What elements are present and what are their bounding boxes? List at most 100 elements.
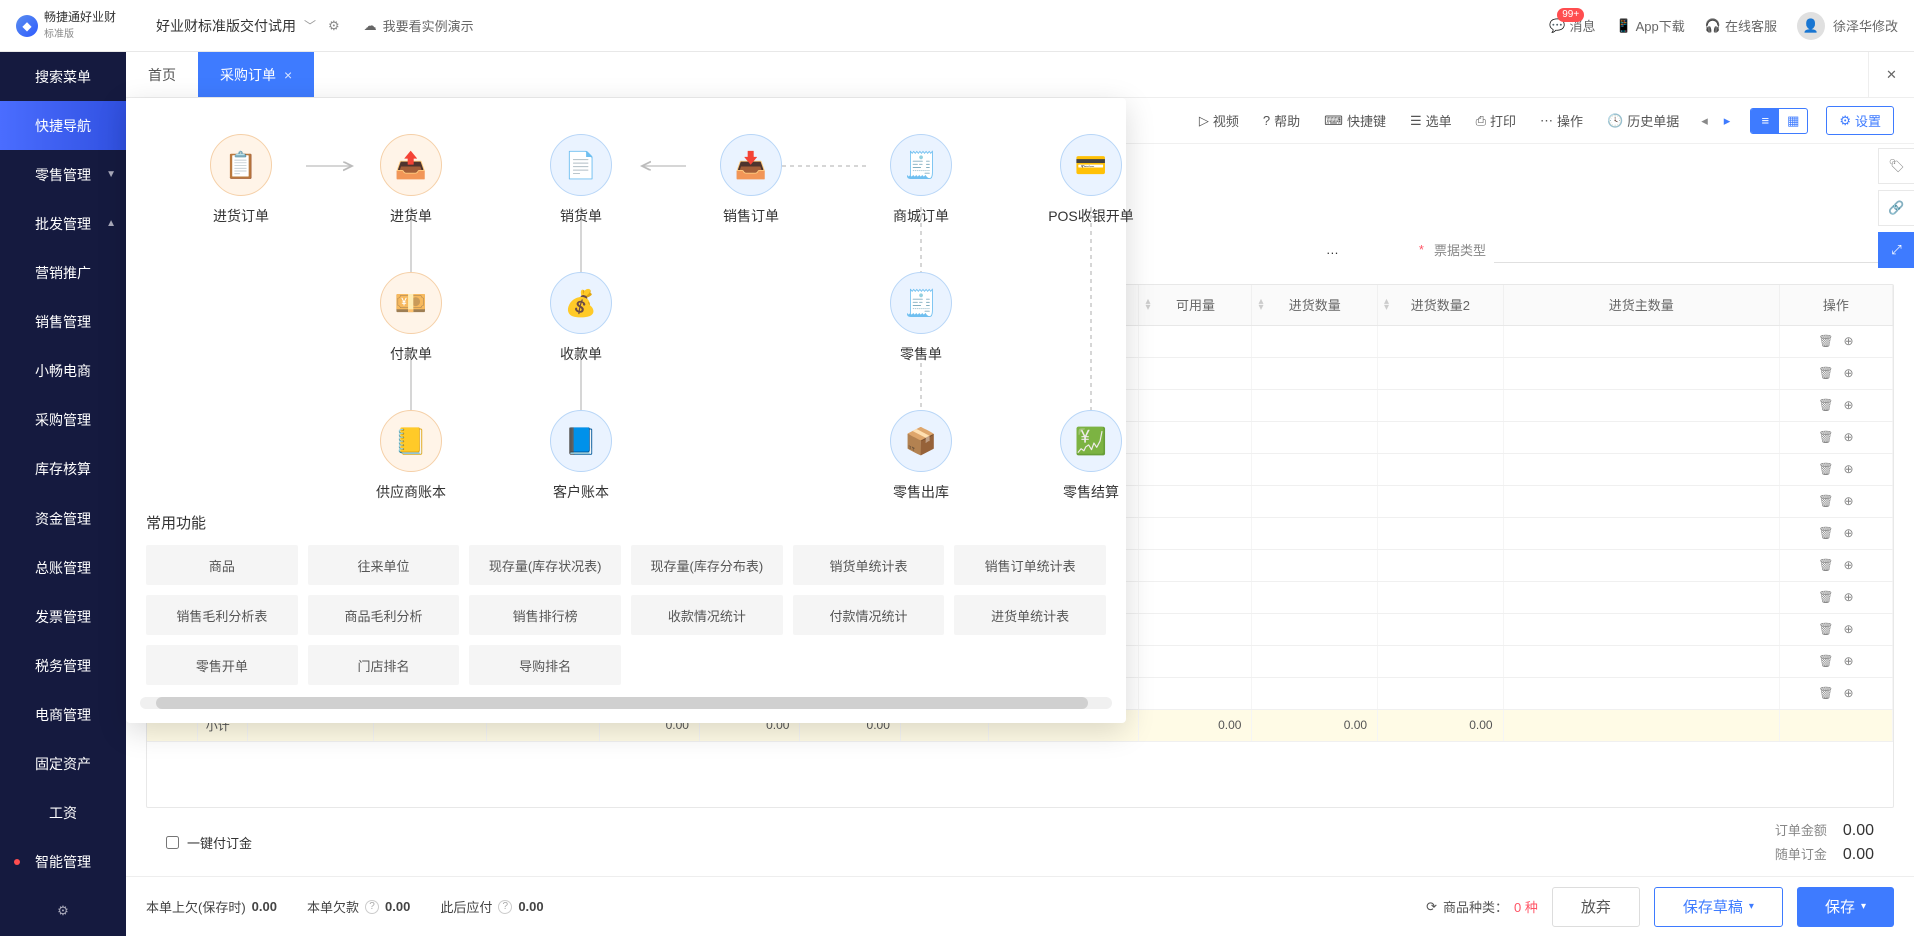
common-function-button[interactable]: 销售订单统计表 [954,545,1106,585]
delete-icon[interactable]: 🗑 [1818,430,1833,444]
column-header[interactable]: ▴▾可用量 [1139,285,1252,325]
messages-button[interactable]: 💬 消息 99+ [1549,16,1595,35]
tab[interactable]: 首页 [126,52,198,97]
tab[interactable]: 采购订单× [198,52,314,97]
prev-record-button[interactable]: ◂ [1695,111,1714,131]
sidebar-item[interactable]: 发票管理 [0,592,126,641]
sidebar-item[interactable]: 资金管理 [0,494,126,543]
help-button[interactable]: ?帮助 [1255,107,1308,134]
save-button[interactable]: 保存▾ [1797,887,1894,927]
add-icon[interactable]: ⊕ [1844,654,1854,668]
view-card-button[interactable]: ▦ [1779,109,1807,133]
flow-node[interactable]: 📦零售出库 [836,410,1006,502]
refresh-icon[interactable]: ⟳ [1426,899,1437,915]
add-icon[interactable]: ⊕ [1844,558,1854,572]
delete-icon[interactable]: 🗑 [1818,526,1833,540]
common-function-button[interactable]: 收款情况统计 [631,595,783,635]
sidebar-item[interactable]: 总账管理 [0,543,126,592]
rail-expand-button[interactable]: ⤢ [1878,232,1914,268]
sidebar-item[interactable]: 工资 [0,789,126,838]
flow-node[interactable]: 📄销货单 [496,134,666,226]
help-icon[interactable]: ? [498,900,512,914]
common-function-button[interactable]: 销售毛利分析表 [146,595,298,635]
sidebar-item[interactable]: 搜索菜单 [0,52,126,101]
add-icon[interactable]: ⊕ [1844,462,1854,476]
ellipsis-field[interactable]: … [1326,214,1339,284]
flow-node[interactable]: 📒供应商账本 [326,410,496,502]
rail-tag-button[interactable]: 🏷 [1878,148,1914,184]
delete-icon[interactable]: 🗑 [1818,654,1833,668]
shortcut-button[interactable]: ⌨快捷键 [1316,107,1394,134]
common-function-button[interactable]: 往来单位 [308,545,460,585]
add-icon[interactable]: ⊕ [1844,430,1854,444]
sidebar-item[interactable]: 采购管理 [0,396,126,445]
gear-icon[interactable]: ⚙ [328,18,340,34]
sidebar-item[interactable]: 小畅电商 [0,347,126,396]
add-icon[interactable]: ⊕ [1844,494,1854,508]
delete-icon[interactable]: 🗑 [1818,622,1833,636]
delete-icon[interactable]: 🗑 [1818,494,1833,508]
add-icon[interactable]: ⊕ [1844,398,1854,412]
demo-link[interactable]: ☁ 我要看实例演示 [364,16,474,35]
sidebar-item[interactable]: 电商管理 [0,690,126,739]
ticket-type-field[interactable]: * 票据类型 ﹀ [1419,214,1894,284]
flow-node[interactable]: 💰收款单 [496,272,666,364]
sidebar-settings-button[interactable]: ⚙ [0,887,126,936]
sidebar-item[interactable]: 税务管理 [0,641,126,690]
delete-icon[interactable]: 🗑 [1818,366,1833,380]
flow-node[interactable]: 🧾零售单 [836,272,1006,364]
column-header[interactable]: ▴▾进货数量2 [1378,285,1504,325]
common-function-button[interactable]: 销售排行榜 [469,595,621,635]
save-draft-button[interactable]: 保存草稿▾ [1654,887,1783,927]
flow-node[interactable]: 💹零售结算 [1006,410,1176,502]
add-icon[interactable]: ⊕ [1844,334,1854,348]
add-icon[interactable]: ⊕ [1844,686,1854,700]
settings-button[interactable]: ⚙设置 [1826,106,1894,135]
abandon-button[interactable]: 放弃 [1552,887,1640,927]
flow-node[interactable]: 💴付款单 [326,272,496,364]
common-function-button[interactable]: 付款情况统计 [793,595,945,635]
sidebar-item[interactable]: 营销推广 [0,248,126,297]
rail-link-button[interactable]: 🔗 [1878,190,1914,226]
common-function-button[interactable]: 商品毛利分析 [308,595,460,635]
common-function-button[interactable]: 门店排名 [308,645,460,685]
column-header[interactable]: ▴▾进货数量 [1252,285,1378,325]
flow-node[interactable]: 📤进货单 [326,134,496,226]
close-all-tabs-button[interactable]: ✕ [1868,52,1914,97]
sidebar-item[interactable]: 批发管理▲ [0,199,126,248]
delete-icon[interactable]: 🗑 [1818,334,1833,348]
delete-icon[interactable]: 🗑 [1818,686,1833,700]
view-list-button[interactable]: ≡ [1751,109,1779,133]
video-button[interactable]: ▷视频 [1191,107,1247,134]
history-button[interactable]: 🕓历史单据 [1599,107,1687,134]
common-function-button[interactable]: 进货单统计表 [954,595,1106,635]
delete-icon[interactable]: 🗑 [1818,558,1833,572]
delete-icon[interactable]: 🗑 [1818,462,1833,476]
sidebar-item[interactable]: 销售管理 [0,298,126,347]
print-button[interactable]: ⎙打印 [1468,107,1524,134]
flow-node[interactable]: 📘客户账本 [496,410,666,502]
common-function-button[interactable]: 导购排名 [469,645,621,685]
app-download-button[interactable]: 📱 App下载 [1615,16,1684,35]
add-icon[interactable]: ⊕ [1844,622,1854,636]
user-menu[interactable]: 👤 徐泽华修改 [1797,12,1898,40]
add-icon[interactable]: ⊕ [1844,526,1854,540]
sidebar-item[interactable]: 快捷导航 [0,101,126,150]
sidebar-item[interactable]: 智能管理 [0,838,126,887]
flow-node[interactable]: 🧾商城订单 [836,134,1006,226]
operate-button[interactable]: ⋯操作 [1532,107,1591,134]
help-icon[interactable]: ? [365,900,379,914]
common-function-button[interactable]: 销货单统计表 [793,545,945,585]
delete-icon[interactable]: 🗑 [1818,590,1833,604]
delete-icon[interactable]: 🗑 [1818,398,1833,412]
popover-scrollbar[interactable] [140,697,1112,709]
common-function-button[interactable]: 现存量(库存状况表) [469,545,621,585]
common-function-button[interactable]: 商品 [146,545,298,585]
sidebar-item[interactable]: 固定资产 [0,740,126,789]
close-icon[interactable]: × [284,67,292,83]
sidebar-item[interactable]: 零售管理▼ [0,150,126,199]
sidebar-item[interactable]: 库存核算 [0,445,126,494]
common-function-button[interactable]: 零售开单 [146,645,298,685]
add-icon[interactable]: ⊕ [1844,590,1854,604]
common-function-button[interactable]: 现存量(库存分布表) [631,545,783,585]
